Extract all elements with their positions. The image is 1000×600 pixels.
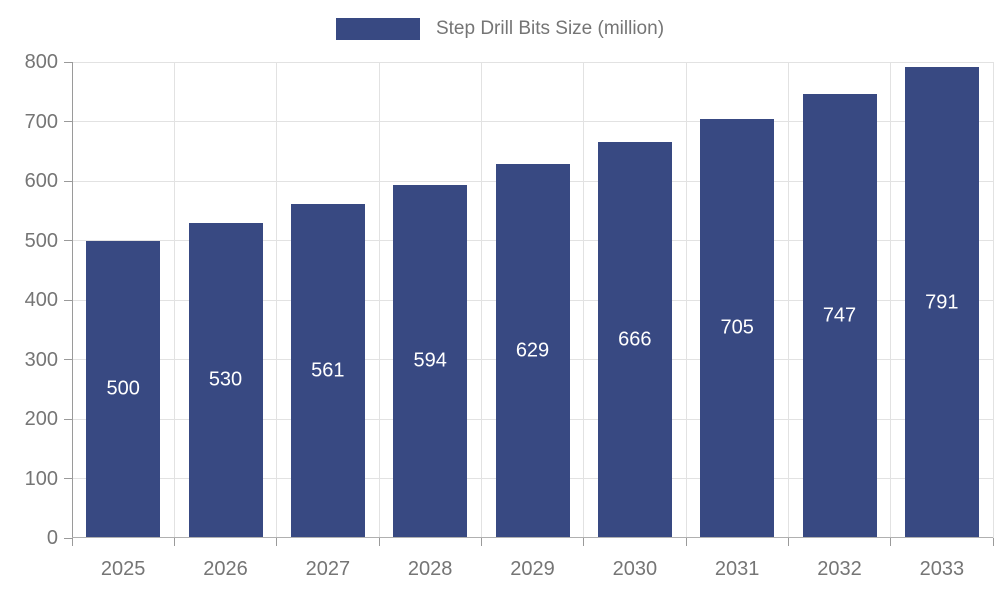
- bar-value-label: 561: [311, 359, 345, 382]
- bar-2030: 666: [597, 141, 672, 538]
- y-tick-mark: [64, 61, 72, 63]
- x-gridline: [480, 62, 482, 538]
- x-gridline: [583, 62, 585, 538]
- x-tick-mark: [378, 538, 380, 546]
- y-tick-label: 200: [24, 408, 58, 430]
- y-tick-label: 600: [24, 170, 58, 192]
- x-tick-mark: [787, 538, 789, 546]
- x-tick-label: 2030: [612, 558, 658, 580]
- y-tick-label: 300: [24, 348, 58, 371]
- y-tick-label: 800: [24, 51, 58, 73]
- x-gridline: [992, 62, 994, 538]
- y-tick-label: 400: [24, 289, 58, 311]
- y-gridline: [72, 121, 993, 122]
- x-tick-label: 2032: [817, 558, 862, 580]
- bar-value-label: 629: [515, 339, 550, 362]
- x-tick-label: 2028: [407, 558, 453, 580]
- bar-2031: 705: [700, 118, 775, 538]
- bar-2029: 629: [495, 163, 570, 538]
- x-tick-label: 2033: [919, 558, 965, 580]
- x-gridline: [890, 62, 892, 538]
- x-gridline: [685, 62, 687, 538]
- y-tick-mark: [64, 180, 72, 182]
- bar-2033: 791: [904, 67, 979, 538]
- x-tick-mark: [583, 538, 585, 546]
- bar-2027: 561: [290, 204, 365, 538]
- x-tick-label: 2027: [305, 558, 351, 580]
- bar-2028: 594: [393, 184, 468, 538]
- y-tick-label: 0: [46, 527, 58, 549]
- y-tick-mark: [64, 240, 72, 241]
- y-tick-mark: [64, 537, 72, 539]
- x-tick-mark: [890, 538, 892, 546]
- x-gridline: [787, 62, 789, 538]
- y-gridline: [72, 61, 993, 63]
- y-tick-mark: [64, 418, 72, 420]
- x-tick-mark: [71, 538, 73, 546]
- bar-value-label: 791: [925, 291, 959, 314]
- x-tick-mark: [992, 538, 994, 546]
- x-axis-line: [72, 537, 993, 538]
- legend-swatch: [335, 18, 420, 40]
- x-tick-mark: [480, 538, 482, 546]
- y-tick-mark: [64, 478, 72, 479]
- x-tick-mark: [276, 538, 278, 546]
- bar-value-label: 594: [413, 349, 447, 372]
- x-gridline: [378, 62, 380, 538]
- y-axis-line: [72, 62, 73, 538]
- bar-value-label: 705: [720, 316, 754, 339]
- x-tick-mark: [685, 538, 687, 546]
- y-tick-mark: [64, 359, 72, 360]
- x-tick-label: 2031: [714, 558, 760, 580]
- y-tick-label: 700: [24, 110, 58, 133]
- bar-2026: 530: [188, 222, 263, 538]
- bar-value-label: 530: [208, 368, 243, 391]
- x-tick-label: 2025: [100, 558, 146, 580]
- y-tick-label: 100: [24, 467, 58, 490]
- x-tick-label: 2026: [203, 558, 248, 580]
- x-gridline: [276, 62, 278, 538]
- y-tick-mark: [64, 299, 72, 301]
- y-tick-mark: [64, 121, 72, 122]
- x-tick-label: 2029: [510, 558, 555, 580]
- legend-label: Step Drill Bits Size (million): [435, 18, 665, 39]
- chart-legend: Step Drill Bits Size (million): [0, 18, 1000, 40]
- plot-area: 500 530 561 594 629 666 705 747 791: [64, 61, 994, 546]
- bar-2032: 747: [802, 93, 877, 538]
- bar-value-label: 500: [106, 377, 140, 400]
- bar-value-label: 666: [618, 328, 652, 351]
- x-gridline: [173, 62, 175, 538]
- y-tick-label: 500: [24, 229, 58, 252]
- bar-value-label: 747: [822, 304, 857, 327]
- x-tick-mark: [173, 538, 175, 546]
- bar-2025: 500: [86, 240, 161, 538]
